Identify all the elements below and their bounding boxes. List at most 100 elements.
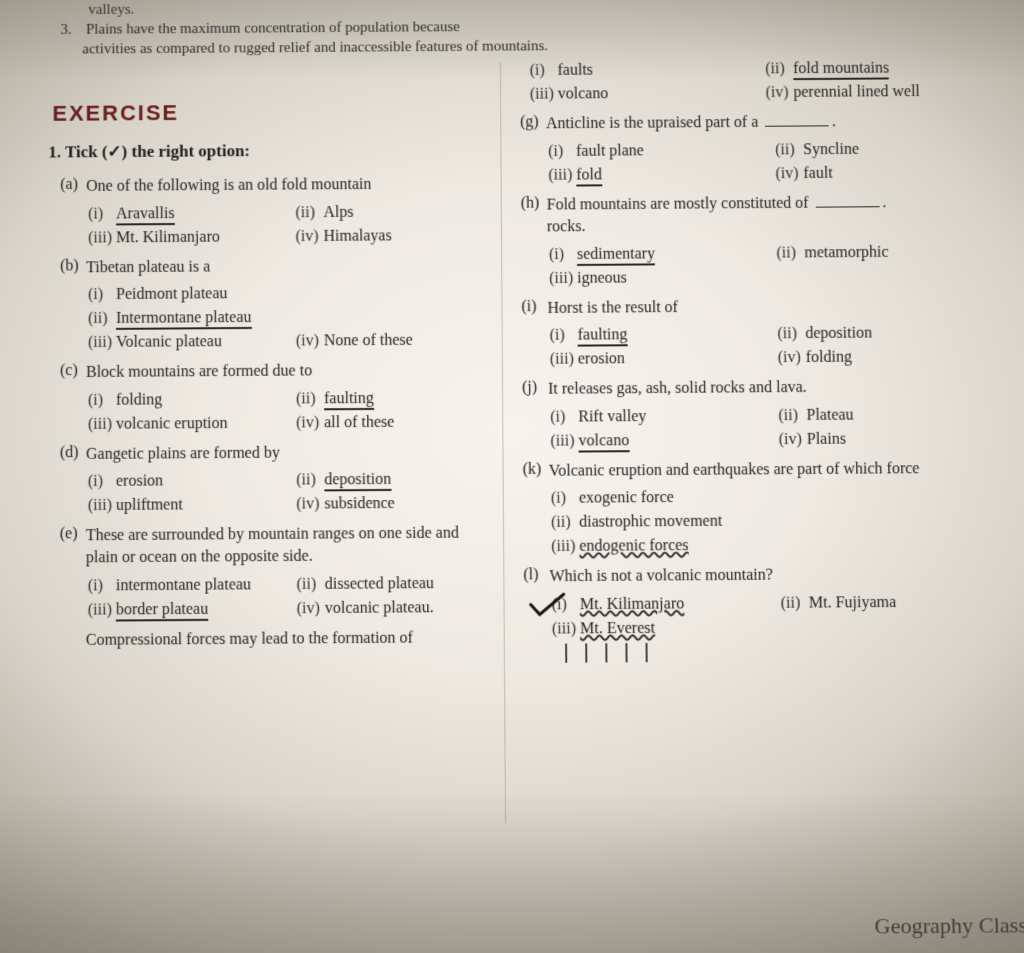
option[interactable]: (iii) erosion bbox=[550, 349, 764, 368]
option[interactable]: (iv) None of these bbox=[296, 331, 490, 350]
option[interactable]: (iv) folding bbox=[778, 348, 992, 367]
q3-line2: activities as compared to rugged relief … bbox=[82, 37, 548, 60]
option-text: metamorphic bbox=[804, 243, 888, 260]
option[interactable]: (ii) deposition bbox=[777, 324, 991, 343]
option[interactable]: (iv) all of these bbox=[296, 413, 490, 432]
option-text: intermontane plateau bbox=[116, 576, 251, 594]
option[interactable]: (iii) upliftment bbox=[88, 496, 282, 515]
option[interactable]: (iii) Mt. Everest| | | | | bbox=[552, 619, 767, 662]
option-numeral: (i) bbox=[88, 473, 116, 491]
option-text: deposition bbox=[805, 325, 872, 342]
option[interactable]: (iii) Volcanic plateau bbox=[88, 333, 282, 352]
option-text: volcanic plateau. bbox=[325, 599, 434, 617]
option-text: Alps bbox=[323, 204, 353, 221]
question: (e)These are surrounded by mountain rang… bbox=[60, 523, 492, 569]
option-numeral: (ii) bbox=[295, 204, 323, 222]
option-numeral: (ii) bbox=[765, 60, 793, 78]
option[interactable]: (ii) metamorphic bbox=[776, 243, 990, 262]
option[interactable]: (iii) Mt. Kilimanjaro bbox=[88, 228, 282, 247]
option[interactable]: (ii) faulting bbox=[296, 389, 490, 408]
option-text: faulting bbox=[578, 326, 628, 346]
option-text: subsidence bbox=[324, 495, 394, 513]
option-text: faulting bbox=[324, 390, 374, 410]
option[interactable]: (iv) Plains bbox=[779, 429, 993, 449]
option[interactable]: (ii) deposition bbox=[296, 471, 490, 490]
options-grid: (i) Rift valley (ii) Plateau (iii) volcano… bbox=[550, 405, 993, 450]
option[interactable]: (i) Peidmont plateau bbox=[88, 284, 489, 305]
option[interactable]: (iv) subsidence bbox=[296, 495, 491, 514]
option[interactable]: (ii) Plateau bbox=[778, 405, 992, 424]
option-numeral: (i) bbox=[548, 143, 576, 161]
option[interactable]: (i) folding bbox=[88, 390, 282, 409]
option[interactable]: (ii) Syncline bbox=[775, 140, 988, 159]
option[interactable]: (iv) fault bbox=[775, 164, 988, 183]
option[interactable]: (i) intermontane plateau bbox=[88, 576, 283, 595]
question-label: (g) bbox=[520, 113, 546, 131]
option-text: endogenic forces bbox=[579, 537, 688, 555]
question-text: Compressional forces may lead to the for… bbox=[86, 627, 488, 652]
option-text: deposition bbox=[324, 471, 391, 492]
option[interactable]: (i) Mt. Kilimanjaro bbox=[552, 595, 767, 615]
option[interactable]: (ii) Intermontane plateau bbox=[88, 308, 490, 329]
option[interactable]: (ii) fold mountains bbox=[765, 59, 987, 78]
option-numeral: (iv) bbox=[778, 349, 806, 367]
question: (i)Horst is the result of bbox=[521, 294, 991, 319]
option[interactable]: (ii) Mt. Fujiyama bbox=[781, 593, 996, 613]
option-text: Syncline bbox=[803, 141, 859, 158]
option[interactable]: (i) faulting bbox=[550, 326, 764, 345]
option[interactable]: (i) Aravallis bbox=[88, 204, 281, 223]
option[interactable]: (i) sedimentary bbox=[549, 244, 763, 263]
option-numeral: (i) bbox=[530, 62, 558, 80]
option[interactable]: (ii) dissected plateau bbox=[297, 574, 492, 593]
left-column: (a)One of the following is an old fold m… bbox=[60, 167, 492, 659]
option-numeral: (i) bbox=[88, 392, 116, 410]
option[interactable]: (iii) endogenic forces bbox=[551, 535, 995, 556]
option[interactable]: (i) faults bbox=[530, 61, 752, 80]
q3-line1: Plains have the maximum concentration of… bbox=[86, 19, 460, 37]
option[interactable]: (iii) volcanic eruption bbox=[88, 414, 282, 433]
option-numeral: (iii) bbox=[88, 497, 116, 515]
option[interactable]: (iv) volcanic plateau. bbox=[297, 598, 492, 617]
option-numeral: (i) bbox=[552, 596, 580, 614]
question-text: Gangetic plains are formed by bbox=[86, 441, 487, 465]
option[interactable]: (iv) perennial lined well bbox=[766, 83, 988, 102]
prev-valleys-fragment: valleys. bbox=[88, 2, 134, 19]
question-trailing: rocks. bbox=[547, 218, 586, 235]
option[interactable]: (iv) Himalayas bbox=[296, 226, 490, 245]
option-text: upliftment bbox=[116, 497, 183, 515]
option-numeral: (ii) bbox=[781, 594, 809, 612]
option[interactable]: (iii) volcano bbox=[550, 431, 764, 451]
option[interactable]: (i) Rift valley bbox=[550, 407, 764, 426]
option[interactable]: (iii) volcano bbox=[530, 84, 752, 103]
option-numeral: (iii) bbox=[548, 167, 576, 185]
option-numeral: (ii) bbox=[88, 310, 116, 328]
option-text: volcano bbox=[578, 432, 629, 452]
option-text: erosion bbox=[578, 350, 625, 367]
question-label: (d) bbox=[60, 444, 86, 462]
options-grid: (i) fault plane(ii) Syncline(iii) fold(i… bbox=[548, 140, 989, 185]
fill-blank[interactable] bbox=[815, 192, 879, 208]
right-column: (i) faults (ii) fold mountains (iii) volca… bbox=[520, 55, 997, 672]
option-numeral: (i) bbox=[88, 205, 116, 223]
option[interactable]: (ii) Alps bbox=[295, 203, 488, 222]
option[interactable]: (i) erosion bbox=[88, 472, 282, 491]
option-text: dissected plateau bbox=[325, 575, 434, 593]
option[interactable]: (iii) igneous bbox=[549, 268, 763, 287]
question-label: (e) bbox=[60, 526, 86, 544]
option[interactable]: (ii) diastrophic movement bbox=[551, 511, 994, 532]
option-text: all of these bbox=[324, 414, 394, 431]
option[interactable]: (iii) fold bbox=[548, 165, 761, 184]
option[interactable]: (i) exogenic force bbox=[551, 487, 994, 508]
page-background: valleys. 3. Plains have the maximum conc… bbox=[0, 0, 1024, 953]
fill-blank[interactable] bbox=[765, 111, 829, 127]
sheet: valleys. 3. Plains have the maximum conc… bbox=[0, 0, 1024, 953]
question-label: (b) bbox=[60, 257, 86, 275]
options-grid: (i) Aravallis (ii) Alps (iii) Mt. Kilimanj… bbox=[88, 203, 489, 247]
option[interactable]: (i) fault plane bbox=[548, 142, 761, 161]
question: (g)Anticline is the upraised part of a . bbox=[520, 110, 988, 135]
option-text: Mt. Fujiyama bbox=[809, 594, 897, 612]
options-grid: (i) sedimentary (ii) metamorphic (iii) ign… bbox=[549, 243, 991, 288]
option-text: fault bbox=[803, 165, 832, 182]
option-numeral: (iv) bbox=[296, 496, 324, 514]
option[interactable]: (iii) border plateau bbox=[88, 600, 283, 619]
